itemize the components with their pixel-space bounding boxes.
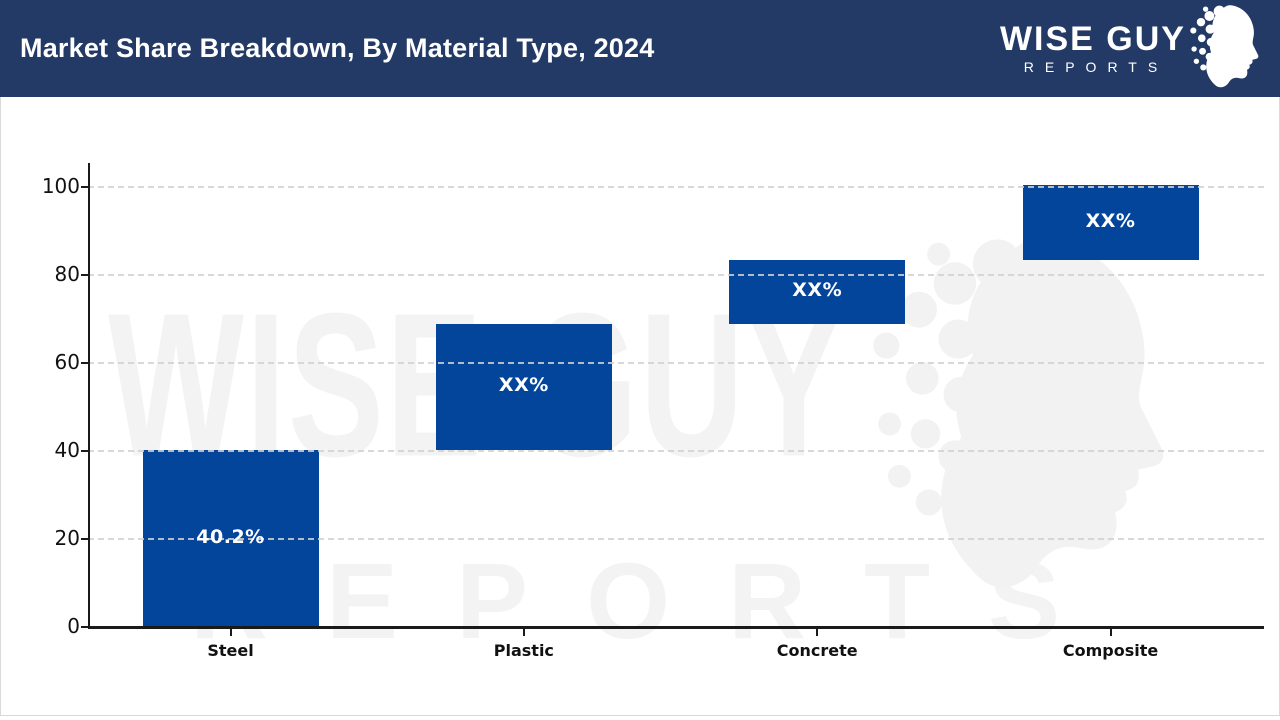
y-tick-0	[81, 626, 88, 628]
y-tick-100	[81, 186, 88, 188]
y-tick-label-20: 20	[54, 526, 80, 550]
y-tick-label-80: 80	[54, 262, 80, 286]
gridline-60	[88, 362, 1264, 364]
brand-name: WISE GUY	[999, 19, 1186, 58]
y-tick-label-60: 60	[54, 350, 80, 374]
x-tick-label-steel: Steel	[207, 641, 254, 660]
bar-label-steel: 40.2%	[196, 525, 265, 548]
brand-logo: WISE GUY REPORTS	[1000, 3, 1276, 95]
watermark-text-line2: REPORTS	[190, 540, 1119, 661]
y-tick-20	[81, 538, 88, 540]
gridline-20	[88, 538, 1264, 540]
y-tick-label-40: 40	[54, 438, 80, 462]
y-axis-line	[88, 163, 90, 629]
bar-composite	[1022, 185, 1199, 261]
y-tick-60	[81, 362, 88, 364]
bar-plastic	[435, 324, 612, 451]
x-axis-line	[88, 626, 1264, 629]
x-tick-label-composite: Composite	[1062, 641, 1159, 660]
y-tick-40	[81, 450, 88, 452]
bar-label-composite: XX%	[1085, 209, 1136, 232]
gridline-80	[88, 274, 1264, 276]
x-tick-label-concrete: Concrete	[776, 641, 858, 660]
x-tick-plastic	[522, 629, 525, 636]
x-tick-label-plastic: Plastic	[493, 641, 554, 660]
header: Market Share Breakdown, By Material Type…	[0, 0, 1280, 97]
brand-subtitle: REPORTS	[1023, 58, 1169, 75]
gridline-40	[88, 450, 1264, 452]
bar-label-concrete: XX%	[792, 279, 843, 302]
y-tick-80	[81, 274, 88, 276]
gridline-100	[88, 186, 1264, 188]
brand-logo-text: WISE GUY REPORTS	[1000, 21, 1186, 77]
x-tick-steel	[229, 629, 232, 636]
y-tick-label-100: 100	[41, 174, 80, 198]
x-tick-composite	[1109, 629, 1112, 636]
bar-label-plastic: XX%	[498, 374, 549, 397]
x-tick-concrete	[816, 629, 819, 636]
bar-concrete	[729, 260, 906, 325]
chart-title: Market Share Breakdown, By Material Type…	[20, 33, 655, 63]
y-tick-label-0: 0	[67, 614, 80, 638]
